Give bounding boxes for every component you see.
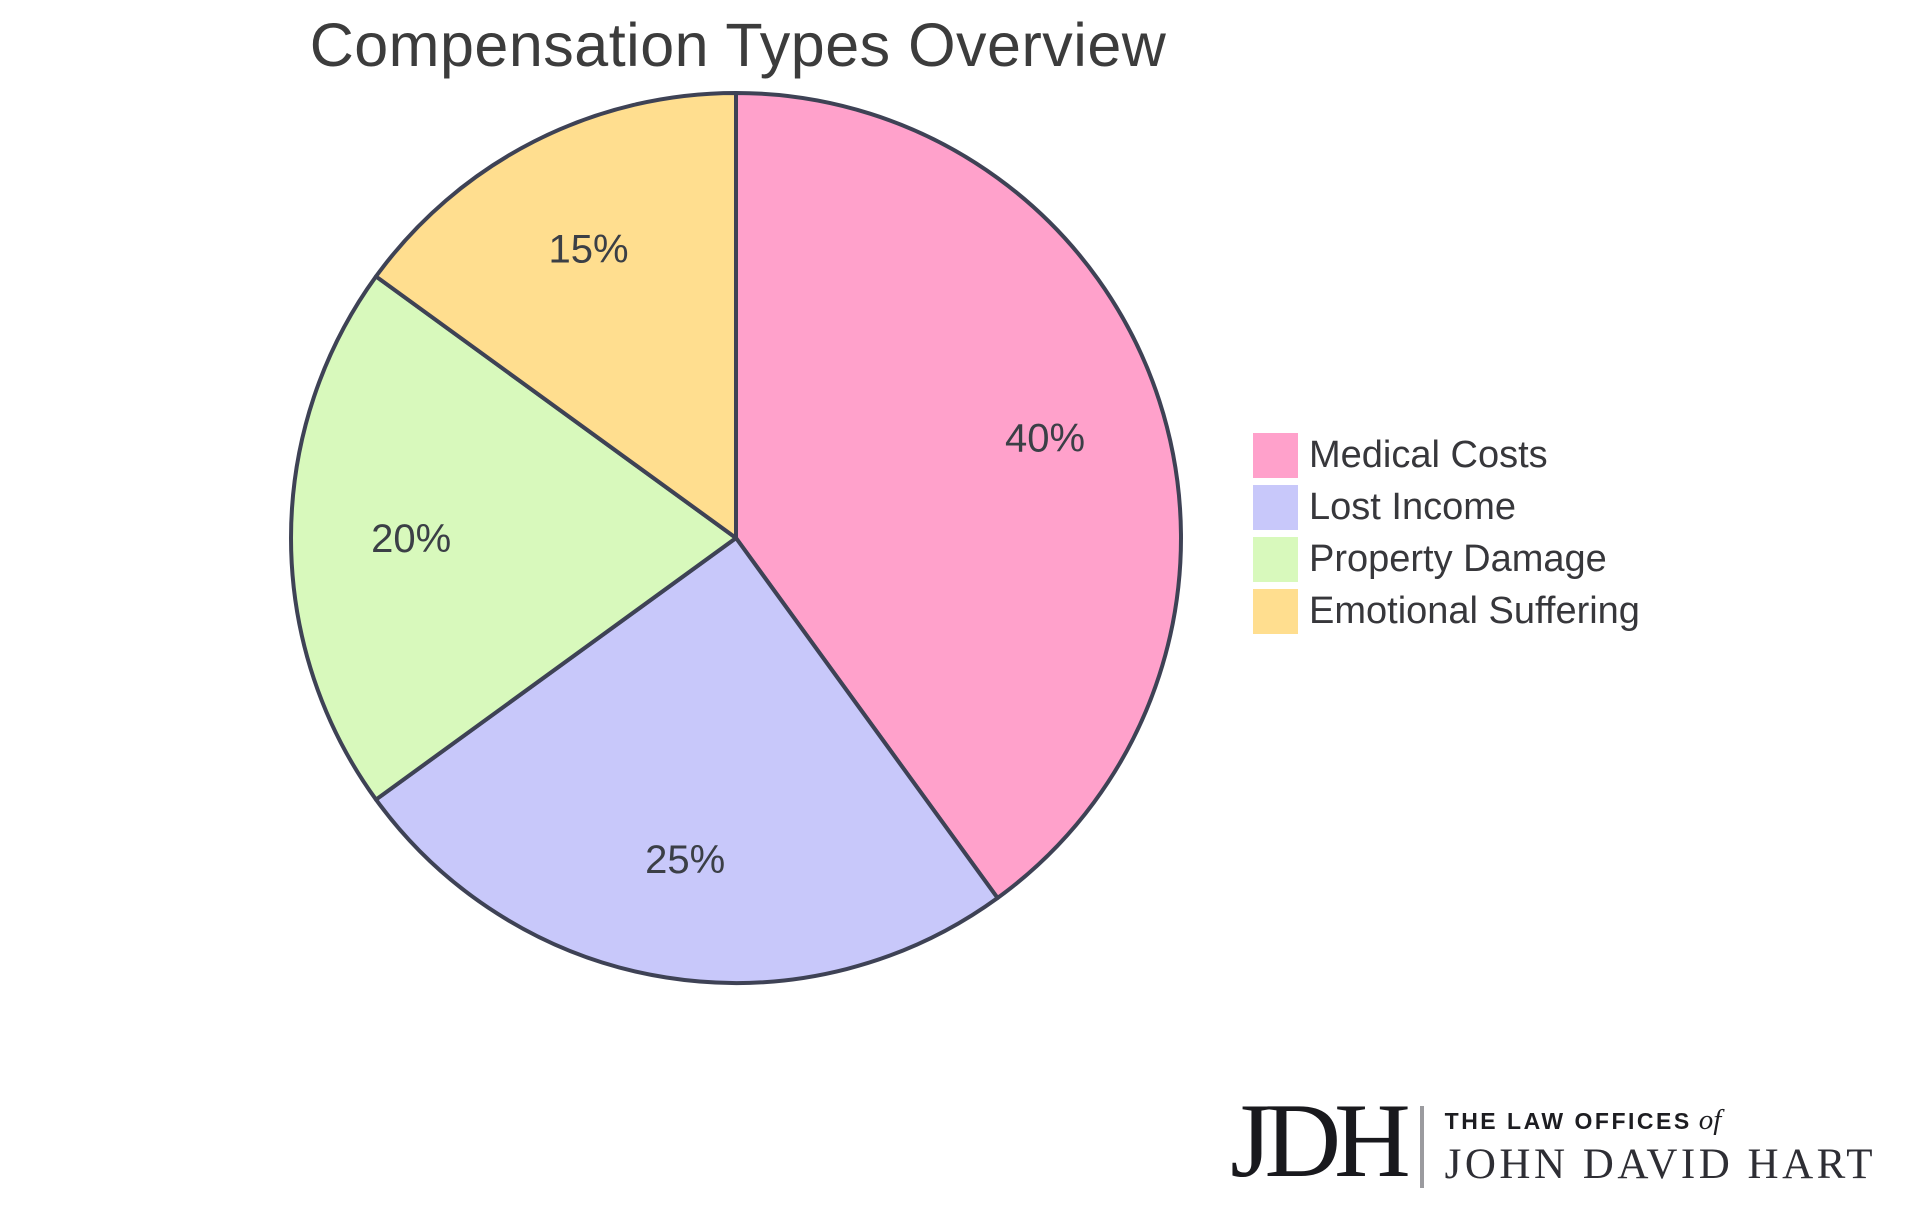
legend-label-property-damage: Property Damage <box>1309 538 1607 580</box>
legend-swatch-property-damage <box>1253 537 1298 582</box>
slice-label-lost-income: 25% <box>645 838 725 882</box>
pie-slice-emotional-suffering <box>373 91 738 540</box>
chart-title: Compensation Types Overview <box>309 11 1167 79</box>
slice-label-emotional-suffering: 15% <box>548 228 628 272</box>
logo-firm-name: JOHN DAVID HART <box>1444 1141 1876 1189</box>
logo-divider <box>1419 1105 1424 1188</box>
jdh-logo: JDH THE LAW OFFICES of JOHN DAVID HART <box>1230 1082 1876 1200</box>
pie-labels-group: 40% 25% 20% 15% <box>371 228 1085 882</box>
legend-item-lost-income: Lost Income <box>1253 485 1640 530</box>
legend-item-medical-costs: Medical Costs <box>1253 433 1640 478</box>
legend-item-emotional-suffering: Emotional Suffering <box>1253 589 1640 634</box>
pie-slices-group <box>289 91 1183 985</box>
legend-label-emotional-suffering: Emotional Suffering <box>1309 590 1640 632</box>
pie-slice-lost-income <box>373 536 1000 985</box>
legend-label-lost-income: Lost Income <box>1309 486 1516 528</box>
slice-label-medical-costs: 40% <box>1005 417 1085 461</box>
logo-text: THE LAW OFFICES of JOHN DAVID HART <box>1445 1104 1876 1189</box>
slice-label-property-damage: 20% <box>371 517 451 561</box>
pie-slice-property-damage <box>289 274 738 802</box>
pie-slice-medical-costs <box>734 91 1183 901</box>
chart-legend: Medical Costs Lost Income Property Damage E… <box>1253 433 1640 634</box>
jdh-monogram: JDH <box>1230 1082 1410 1200</box>
legend-label-medical-costs: Medical Costs <box>1309 434 1548 476</box>
legend-swatch-medical-costs <box>1253 433 1298 478</box>
logo-tagline-prefix: THE LAW OFFICES <box>1444 1108 1692 1135</box>
legend-swatch-emotional-suffering <box>1253 589 1298 634</box>
legend-item-property-damage: Property Damage <box>1253 537 1640 582</box>
logo-tagline: THE LAW OFFICES of <box>1445 1104 1876 1137</box>
legend-swatch-lost-income <box>1253 485 1298 530</box>
logo-tagline-of: of <box>1698 1104 1722 1137</box>
